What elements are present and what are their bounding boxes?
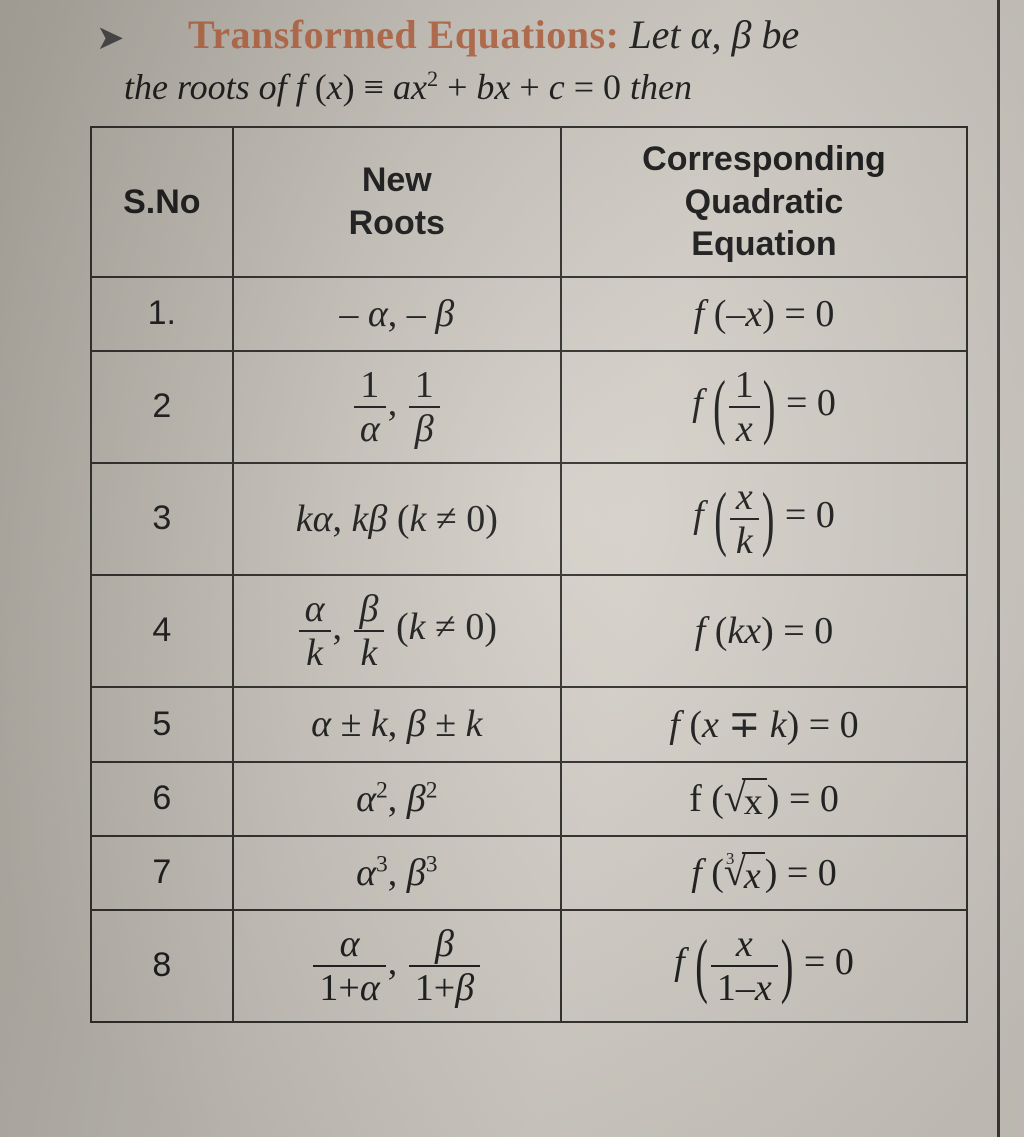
- cell-sno: 2: [91, 351, 233, 463]
- table-row: 2 1α, 1β f (1x) = 0: [91, 351, 967, 463]
- cell-sno: 1.: [91, 277, 233, 351]
- table-row: 6 α2, β2 f (√x) = 0: [91, 762, 967, 836]
- transformed-equations-table: S.No NewRoots CorrespondingQuadraticEqua…: [90, 126, 968, 1023]
- col-header-sno: S.No: [91, 127, 233, 277]
- heading-label: Transformed Equations:: [188, 12, 619, 57]
- heading-subline-text: the roots of f (x) ≡ ax2 + bx + c = 0 th…: [124, 67, 692, 107]
- cell-sno: 6: [91, 762, 233, 836]
- cell-sno: 4: [91, 575, 233, 687]
- cell-roots: αk, βk (k ≠ 0): [233, 575, 561, 687]
- cell-equation: f (3√x) = 0: [561, 836, 967, 910]
- cell-sno: 5: [91, 687, 233, 762]
- document-page: ➤ Transformed Equations: Let α, β be the…: [0, 0, 1024, 1137]
- heading-line-1: Transformed Equations: Let α, β be: [124, 8, 984, 62]
- col-header-equation: CorrespondingQuadraticEquation: [561, 127, 967, 277]
- cell-sno: 8: [91, 910, 233, 1022]
- right-margin-rule: [997, 0, 1000, 1137]
- heading-block: Transformed Equations: Let α, β be the r…: [90, 8, 994, 118]
- cell-roots: 1α, 1β: [233, 351, 561, 463]
- heading-rest: Let α, β be: [629, 12, 799, 57]
- table-row: 8 α1+α, β1+β f (x1–x) = 0: [91, 910, 967, 1022]
- table-row: 7 α3, β3 f (3√x) = 0: [91, 836, 967, 910]
- cell-roots: α2, β2: [233, 762, 561, 836]
- bullet-icon: ➤: [96, 18, 125, 58]
- cell-equation: f (x1–x) = 0: [561, 910, 967, 1022]
- cell-sno: 7: [91, 836, 233, 910]
- cell-equation: f (1x) = 0: [561, 351, 967, 463]
- cell-sno: 3: [91, 463, 233, 575]
- cell-roots: α ± k, β ± k: [233, 687, 561, 762]
- cell-equation: f (xk) = 0: [561, 463, 967, 575]
- cell-equation: f (√x) = 0: [561, 762, 967, 836]
- col-header-roots: NewRoots: [233, 127, 561, 277]
- cell-roots: – α, – β: [233, 277, 561, 351]
- table-row: 1. – α, – β f (–x) = 0: [91, 277, 967, 351]
- cell-equation: f (x ∓ k) = 0: [561, 687, 967, 762]
- table-row: 5 α ± k, β ± k f (x ∓ k) = 0: [91, 687, 967, 762]
- cell-equation: f (kx) = 0: [561, 575, 967, 687]
- table-header-row: S.No NewRoots CorrespondingQuadraticEqua…: [91, 127, 967, 277]
- cell-roots: α3, β3: [233, 836, 561, 910]
- table-row: 3 kα, kβ (k ≠ 0) f (xk) = 0: [91, 463, 967, 575]
- heading-line-2: the roots of f (x) ≡ ax2 + bx + c = 0 th…: [124, 66, 984, 108]
- cell-roots: α1+α, β1+β: [233, 910, 561, 1022]
- cell-equation: f (–x) = 0: [561, 277, 967, 351]
- cell-roots: kα, kβ (k ≠ 0): [233, 463, 561, 575]
- table-row: 4 αk, βk (k ≠ 0) f (kx) = 0: [91, 575, 967, 687]
